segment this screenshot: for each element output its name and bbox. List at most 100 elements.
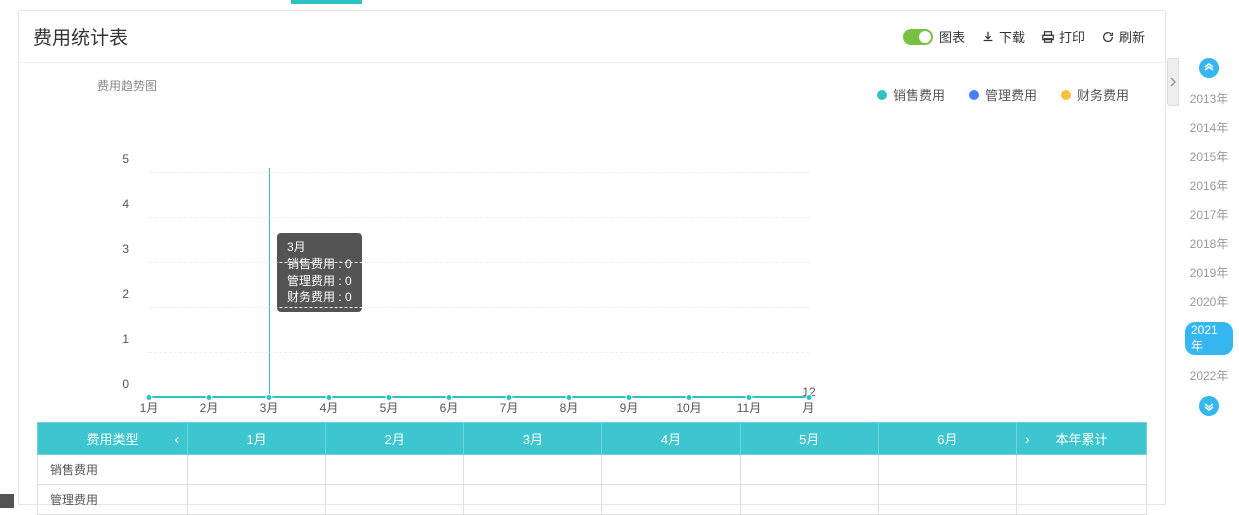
row-total xyxy=(1017,485,1147,515)
year-item[interactable]: 2014年 xyxy=(1190,119,1229,136)
year-list: 2013年 2014年 2015年 2016年 2017年 2018年 2019年 2020年… xyxy=(1185,90,1233,384)
x-tick-label: 1月 xyxy=(140,399,159,416)
grid-line xyxy=(149,172,809,173)
x-tick-label: 6月 xyxy=(440,399,459,416)
y-tick-label: 1 xyxy=(122,332,129,346)
legend-item[interactable]: 销售费用 xyxy=(877,85,945,104)
table-cell xyxy=(464,485,602,515)
y-tick-label: 3 xyxy=(122,242,129,256)
x-tick-label: 3月 xyxy=(260,399,279,416)
table-row: 管理费用 xyxy=(38,485,1147,515)
x-tick-label: 8月 xyxy=(560,399,579,416)
download-label: 下载 xyxy=(999,27,1025,46)
year-item[interactable]: 2016年 xyxy=(1190,177,1229,194)
data-point[interactable] xyxy=(626,394,633,401)
data-point[interactable] xyxy=(386,394,393,401)
table-row: 销售费用 xyxy=(38,455,1147,485)
data-point[interactable] xyxy=(686,394,693,401)
table-cell xyxy=(326,485,464,515)
data-point[interactable] xyxy=(446,394,453,401)
toolbar: 图表 下载 打印 刷新 xyxy=(903,27,1145,46)
download-button[interactable]: 下载 xyxy=(981,27,1025,46)
data-point[interactable] xyxy=(566,394,573,401)
table-next-months[interactable]: › xyxy=(1025,431,1030,447)
side-collapser[interactable] xyxy=(1167,58,1179,106)
year-item[interactable]: 2019年 xyxy=(1190,264,1229,281)
x-tick-label: 2月 xyxy=(200,399,219,416)
table-cell xyxy=(464,455,602,485)
table-cell xyxy=(878,455,1016,485)
legend-dot-icon xyxy=(1061,90,1071,100)
year-item[interactable]: 2022年 xyxy=(1190,367,1229,384)
refresh-button[interactable]: 刷新 xyxy=(1101,27,1145,46)
chart-hover-line xyxy=(269,168,270,398)
panel-header: 费用统计表 图表 下载 打印 刷新 xyxy=(19,11,1165,63)
col-header-month: 1月 xyxy=(188,423,326,455)
row-label: 销售费用 xyxy=(38,455,188,485)
year-item[interactable]: 2020年 xyxy=(1190,293,1229,310)
data-point[interactable] xyxy=(266,394,273,401)
year-item[interactable]: 2015年 xyxy=(1190,148,1229,165)
legend-item[interactable]: 管理费用 xyxy=(969,85,1037,104)
data-point[interactable] xyxy=(746,394,753,401)
chart-toggle-group[interactable]: 图表 xyxy=(903,27,965,46)
y-tick-label: 5 xyxy=(122,152,129,166)
data-point[interactable] xyxy=(506,394,513,401)
table-body: 销售费用管理费用 xyxy=(38,455,1147,515)
corner-handle[interactable] xyxy=(0,494,14,508)
chart-legend: 销售费用 管理费用 财务费用 xyxy=(877,85,1129,104)
table-cell xyxy=(326,455,464,485)
table-cell xyxy=(188,455,326,485)
year-scroll-down[interactable] xyxy=(1199,396,1219,416)
data-point[interactable] xyxy=(806,394,813,401)
col-header-month: 2月 xyxy=(326,423,464,455)
data-table: 费用类型‹1月2月3月4月5月6月本年累计› 销售费用管理费用 xyxy=(37,422,1147,515)
chevron-up-icon xyxy=(1203,62,1215,74)
year-scroll-up[interactable] xyxy=(1199,58,1219,78)
toggle-switch-icon[interactable] xyxy=(903,29,933,45)
main-panel: 费用统计表 图表 下载 打印 刷新 费用趋势图 销售费用管理费用财务费用 012 xyxy=(18,10,1166,505)
legend-item[interactable]: 财务费用 xyxy=(1061,85,1129,104)
series-line xyxy=(149,396,809,398)
x-tick-label: 9月 xyxy=(620,399,639,416)
grid-line xyxy=(149,217,809,218)
legend-label: 财务费用 xyxy=(1077,85,1129,104)
year-item[interactable]: 2021年 xyxy=(1185,322,1233,355)
refresh-icon xyxy=(1101,30,1115,44)
table-prev-months[interactable]: ‹ xyxy=(174,431,179,447)
print-icon xyxy=(1041,30,1055,44)
legend-dot-icon xyxy=(877,90,887,100)
refresh-label: 刷新 xyxy=(1119,27,1145,46)
data-table-wrap: 费用类型‹1月2月3月4月5月6月本年累计› 销售费用管理费用 xyxy=(37,422,1147,515)
download-icon xyxy=(981,30,995,44)
x-tick-label: 11月 xyxy=(737,399,761,416)
print-label: 打印 xyxy=(1059,27,1085,46)
grid-line xyxy=(149,307,809,308)
x-tick-label: 4月 xyxy=(320,399,339,416)
table-cell xyxy=(878,485,1016,515)
table-cell xyxy=(740,455,878,485)
year-item[interactable]: 2017年 xyxy=(1190,206,1229,223)
chevron-down-icon xyxy=(1203,400,1215,412)
data-point[interactable] xyxy=(146,394,153,401)
x-tick-label: 7月 xyxy=(500,399,519,416)
table-header-row: 费用类型‹1月2月3月4月5月6月本年累计› xyxy=(38,423,1147,455)
table-cell xyxy=(602,455,740,485)
y-tick-label: 2 xyxy=(122,287,129,301)
year-item[interactable]: 2018年 xyxy=(1190,235,1229,252)
table-cell xyxy=(188,485,326,515)
chart-plot[interactable]: 012345 3月销售费用 : 0管理费用 : 0财务费用 : 0 1月2月3月… xyxy=(149,173,809,398)
year-rail: 2013年 2014年 2015年 2016年 2017年 2018年 2019年 2020年… xyxy=(1185,58,1233,416)
y-tick-label: 4 xyxy=(122,197,129,211)
page-title: 费用统计表 xyxy=(33,23,128,50)
year-item[interactable]: 2013年 xyxy=(1190,90,1229,107)
y-tick-label: 0 xyxy=(122,377,129,391)
print-button[interactable]: 打印 xyxy=(1041,27,1085,46)
data-point[interactable] xyxy=(326,394,333,401)
col-header-month: 6月 xyxy=(878,423,1016,455)
legend-dot-icon xyxy=(969,90,979,100)
tooltip-line: 管理费用 : 0 xyxy=(287,273,352,290)
col-header-type: 费用类型‹ xyxy=(38,423,188,455)
data-point[interactable] xyxy=(206,394,213,401)
col-header-month: 5月 xyxy=(740,423,878,455)
